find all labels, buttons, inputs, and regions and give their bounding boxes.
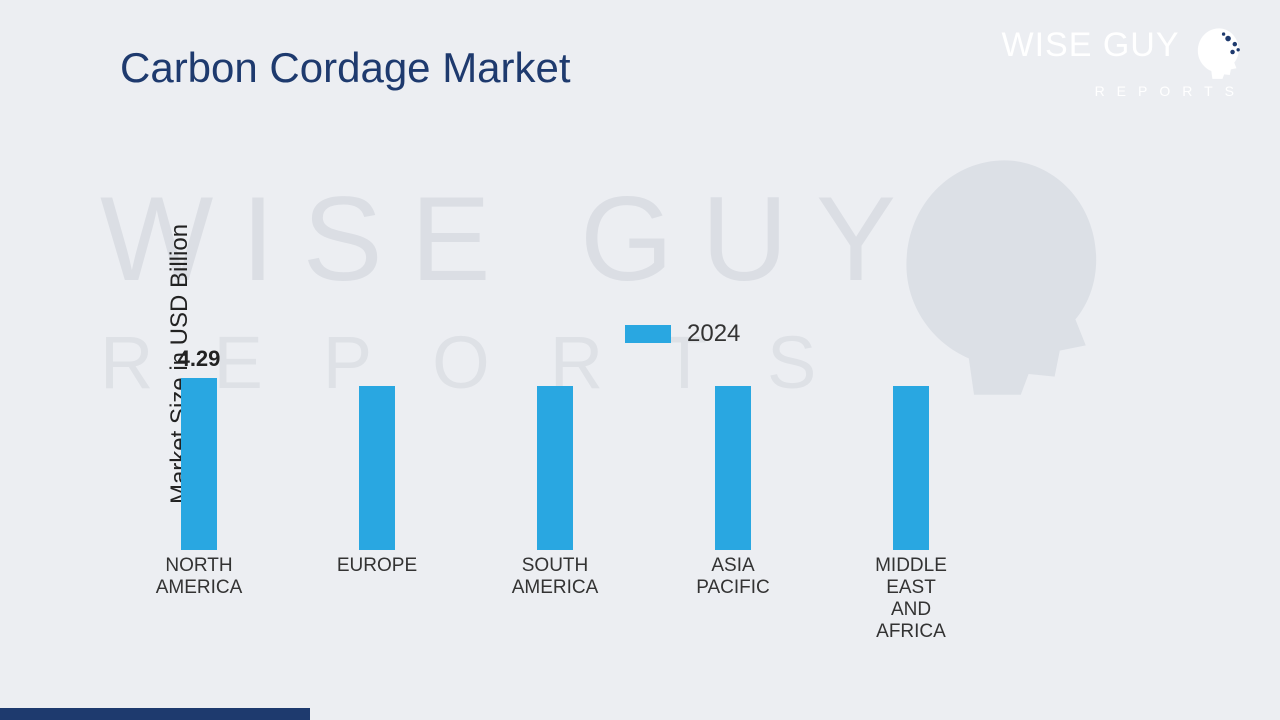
- brand-logo-sub: REPORTS: [1002, 84, 1246, 98]
- bar: [893, 386, 929, 550]
- x-axis-label: EUROPE: [292, 555, 462, 642]
- bar-slot: [470, 354, 640, 550]
- x-axis-label: SOUTHAMERICA: [470, 555, 640, 642]
- bar: [537, 386, 573, 550]
- x-axis-label: NORTHAMERICA: [114, 555, 284, 642]
- legend-label: 2024: [687, 320, 740, 348]
- x-axis-label: ASIAPACIFIC: [648, 555, 818, 642]
- brand-logo-text: WISE GUY: [1002, 26, 1180, 64]
- chart-title: Carbon Cordage Market: [120, 44, 571, 92]
- brand-logo: WISE GUY REPORTS: [1002, 24, 1246, 98]
- bottom-accent-bar: [0, 708, 310, 720]
- legend-swatch: [625, 325, 671, 343]
- bar: [181, 378, 217, 550]
- chart-canvas: WISE GUY REPORTS Carbon Cordage Market W…: [0, 0, 1280, 720]
- x-axis-labels: NORTHAMERICAEUROPESOUTHAMERICAASIAPACIFI…: [110, 555, 1000, 642]
- x-axis-label: MIDDLEEASTANDAFRICA: [826, 555, 996, 642]
- bar-plot: 4.29: [110, 150, 1000, 550]
- bar-slot: [648, 354, 818, 550]
- bar: [359, 386, 395, 550]
- bar-value-label: 4.29: [178, 346, 221, 372]
- legend: 2024: [625, 320, 740, 348]
- bar-slot: [826, 354, 996, 550]
- brand-head-icon: [1190, 24, 1246, 80]
- bar: [715, 386, 751, 550]
- bar-slot: [292, 354, 462, 550]
- bar-slot: 4.29: [114, 346, 284, 550]
